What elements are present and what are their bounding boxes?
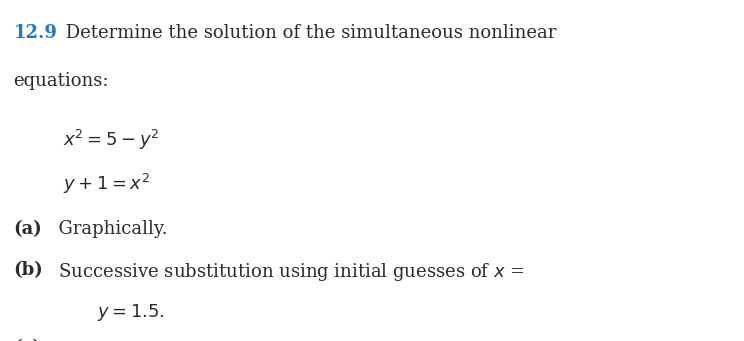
Text: Determine the solution of the simultaneous nonlinear: Determine the solution of the simultaneo… (60, 24, 556, 42)
Text: 12.9: 12.9 (13, 24, 57, 42)
Text: (c): (c) (13, 339, 42, 341)
Text: $y + 1 = x^2$: $y + 1 = x^2$ (63, 172, 150, 196)
Text: Graphically.: Graphically. (47, 220, 167, 238)
Text: equations:: equations: (13, 72, 109, 90)
Text: $y = 1.5$.: $y = 1.5$. (63, 302, 165, 323)
Text: Successive substitution using initial guesses of $x$ =: Successive substitution using initial gu… (47, 261, 525, 283)
Text: Newton-Raphson using initial guesses of $x = y = 1.5$.: Newton-Raphson using initial guesses of … (47, 339, 536, 341)
Text: (a): (a) (13, 220, 42, 238)
Text: $x^2 = 5 - y^2$: $x^2 = 5 - y^2$ (63, 128, 159, 152)
Text: (b): (b) (13, 261, 43, 279)
